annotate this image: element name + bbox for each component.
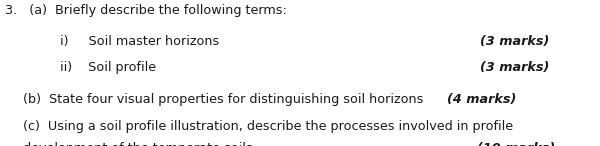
Text: ii)    Soil profile: ii) Soil profile <box>60 61 156 74</box>
Text: i)     Soil master horizons: i) Soil master horizons <box>60 35 219 48</box>
Text: (3 marks): (3 marks) <box>480 35 550 48</box>
Text: development of the temperate soils: development of the temperate soils <box>23 142 253 146</box>
Text: (10 marks): (10 marks) <box>477 142 555 146</box>
Text: 3.   (a)  Briefly describe the following terms:: 3. (a) Briefly describe the following te… <box>5 4 287 17</box>
Text: (4 marks): (4 marks) <box>447 93 517 106</box>
Text: (b)  State four visual properties for distinguishing soil horizons: (b) State four visual properties for dis… <box>23 93 423 106</box>
Text: (c)  Using a soil profile illustration, describe the processes involved in profi: (c) Using a soil profile illustration, d… <box>23 120 513 133</box>
Text: (3 marks): (3 marks) <box>480 61 550 74</box>
